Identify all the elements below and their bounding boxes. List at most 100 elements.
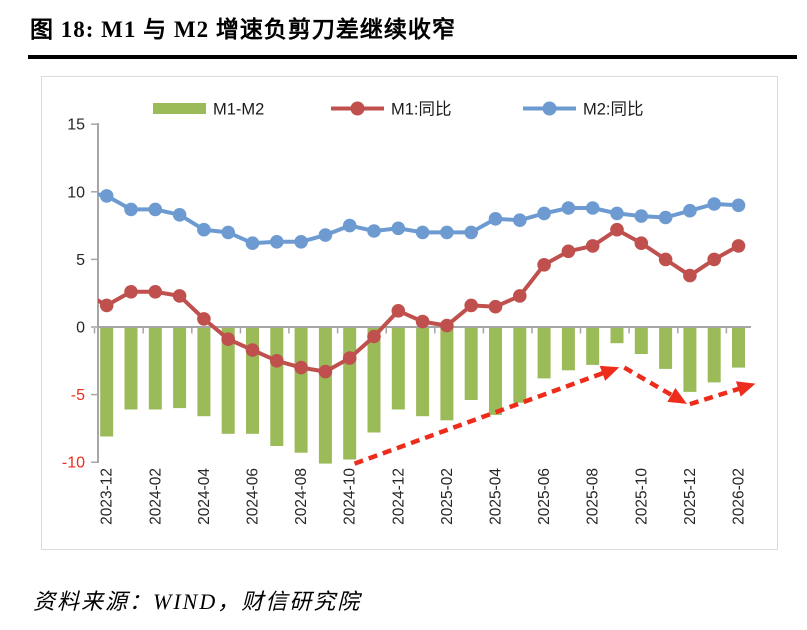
marker-2025-01 — [415, 225, 430, 240]
marker-2025-10 — [634, 209, 649, 223]
marker-2024-01 — [124, 285, 138, 299]
marker-2024-01 — [124, 202, 138, 217]
marker-2025-01 — [415, 314, 430, 329]
bar-2026-02 — [732, 327, 745, 368]
marker-2025-11 — [658, 210, 673, 225]
marker-2024-05 — [221, 225, 235, 240]
marker-2025-07 — [561, 244, 576, 259]
bar-2024-08 — [294, 327, 308, 453]
marker-2025-07 — [561, 201, 576, 215]
marker-2025-04 — [488, 299, 503, 314]
marker-2025-05 — [513, 289, 527, 303]
marker-2024-11 — [367, 224, 381, 238]
marker-2024-09 — [318, 228, 333, 242]
y-tick-label: 5 — [76, 252, 85, 269]
marker-2024-07 — [270, 354, 284, 368]
x-tick-label: 2024-12 — [390, 468, 407, 525]
marker-2025-11 — [658, 252, 673, 267]
x-tick-label: 2024-10 — [342, 468, 359, 525]
x-tick-label: 2025-02 — [439, 468, 456, 525]
marker-2024-09 — [318, 364, 333, 379]
marker-2024-06 — [245, 236, 260, 250]
x-tick-label: 2025-04 — [488, 468, 505, 525]
x-tick-label: 2025-08 — [585, 468, 602, 525]
x-tick-label: 2024-02 — [147, 468, 164, 525]
marker-2024-12 — [391, 221, 406, 236]
chart-panel: 15 10 5 0 -5 -10 2023-12 2024-02 2024-04 2024-06 2… — [41, 76, 778, 550]
bar-2024-11 — [367, 327, 381, 433]
bar-2025-08 — [586, 327, 600, 365]
x-tick-label: 2025-10 — [633, 468, 650, 525]
marker-2025-12 — [683, 268, 697, 283]
source-note: 资料来源：WIND，财信研究院 — [33, 589, 362, 614]
marker-2024-10 — [342, 218, 357, 233]
marker-2024-03 — [172, 289, 187, 303]
trend-arrow-3 — [689, 381, 756, 407]
bar-2024-12 — [391, 327, 405, 410]
x-tick-label: 2024-08 — [293, 468, 310, 525]
marker-2025-06 — [537, 258, 551, 272]
marker-2024-07 — [270, 235, 284, 249]
marker-2026-01 — [707, 197, 721, 211]
marker-2023-12 — [99, 298, 114, 313]
marker-2025-12 — [683, 203, 697, 218]
marker-2025-02 — [440, 225, 454, 240]
bar-2026-01 — [707, 327, 721, 383]
trend-arrow-1 — [353, 365, 620, 466]
x-tick-label: 2025-06 — [536, 468, 553, 525]
bar-2025-11 — [659, 327, 673, 369]
title-underline — [28, 55, 797, 59]
legend-swatch-marker — [350, 101, 365, 116]
bar-2025-10 — [634, 327, 648, 354]
legend-item-3: M2:同比 — [523, 100, 644, 119]
bar-2024-03 — [173, 327, 187, 409]
marker-2024-02 — [148, 202, 163, 217]
marker-2024-02 — [148, 285, 163, 299]
y-tick-label: 0 — [76, 320, 85, 337]
bar-2024-10 — [343, 327, 357, 460]
bar-2024-06 — [246, 327, 259, 434]
marker-2024-10 — [342, 351, 357, 365]
trend-arrows — [353, 365, 756, 466]
bar-2024-01 — [124, 327, 138, 410]
bars-m1-minus-m2 — [100, 327, 745, 464]
legend: M1-M2 M1:同比 M2:同比 — [153, 100, 644, 119]
legend-label: M1:同比 — [391, 100, 452, 119]
bar-2024-09 — [318, 327, 332, 464]
trend-arrow-2 — [623, 365, 687, 404]
bar-2024-02 — [148, 327, 162, 410]
bar-2025-01 — [416, 327, 430, 417]
marker-2024-12 — [391, 304, 406, 318]
marker-2025-04 — [488, 212, 503, 226]
marker-2024-04 — [197, 222, 211, 237]
x-tick-label: 2023-12 — [99, 468, 116, 525]
marker-2024-04 — [197, 312, 211, 326]
bar-2024-04 — [197, 327, 211, 417]
marker-2024-08 — [294, 360, 308, 375]
y-tick-label: -10 — [62, 455, 85, 472]
line-m2 — [98, 189, 746, 250]
marker-2026-02 — [731, 239, 746, 253]
marker-2025-09 — [610, 222, 624, 237]
y-tick-label: 10 — [67, 184, 85, 201]
bar-2024-07 — [270, 327, 284, 446]
marker-2023-12 — [99, 189, 114, 203]
bar-2025-06 — [537, 327, 551, 379]
bar-2023-12 — [100, 327, 114, 437]
bar-2025-04 — [489, 327, 502, 415]
marker-2025-03 — [464, 225, 479, 240]
legend-item-1: M1-M2 — [153, 101, 264, 119]
x-tick-label: 2024-06 — [245, 468, 262, 525]
x-tick-label: 2025-12 — [682, 468, 699, 525]
bar-2025-07 — [561, 327, 575, 371]
line-m1 — [98, 222, 746, 379]
bar-2025-05 — [513, 327, 527, 403]
marker-2024-05 — [221, 332, 235, 347]
legend-swatch-bar — [153, 103, 206, 114]
figure-title: 图 18: M1 与 M2 增速负剪刀差继续收窄 — [30, 17, 456, 42]
bar-2025-12 — [683, 327, 697, 392]
marker-2025-10 — [634, 236, 649, 250]
marker-2024-08 — [294, 235, 308, 249]
bar-2024-05 — [221, 327, 235, 434]
